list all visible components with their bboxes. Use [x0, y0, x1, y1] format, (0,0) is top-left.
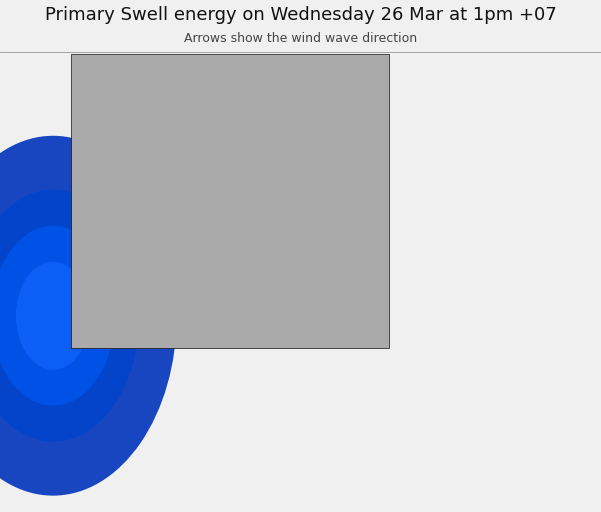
Ellipse shape	[16, 262, 90, 370]
Ellipse shape	[0, 136, 177, 496]
Ellipse shape	[0, 226, 115, 406]
Bar	[71, 54, 389, 349]
Text: Primary Swell energy on Wednesday 26 Mar at 1pm +07: Primary Swell energy on Wednesday 26 Mar…	[44, 6, 557, 24]
Ellipse shape	[0, 190, 139, 442]
Text: Arrows show the wind wave direction: Arrows show the wind wave direction	[184, 32, 417, 46]
